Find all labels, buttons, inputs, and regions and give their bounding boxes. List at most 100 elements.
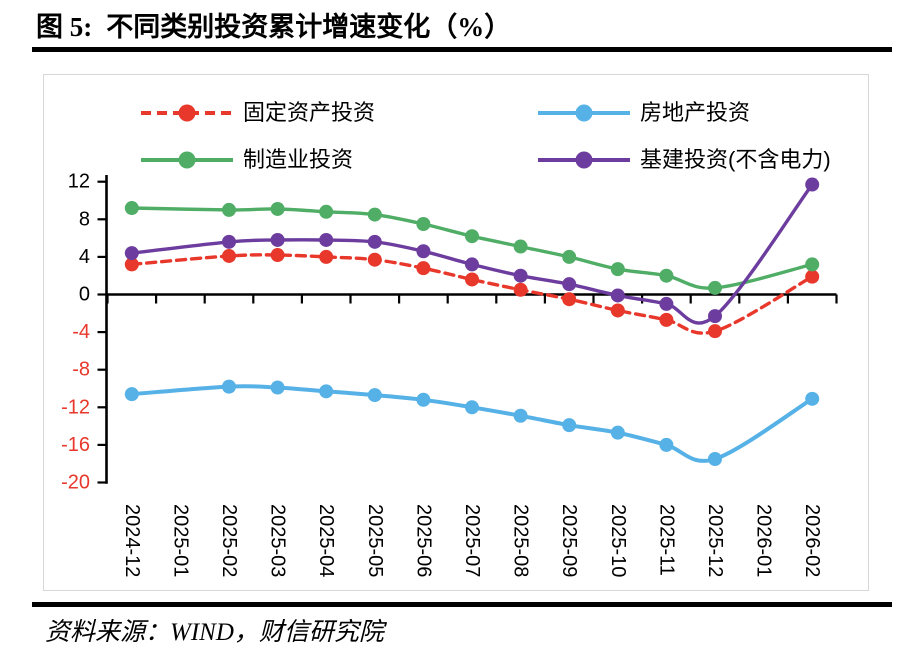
x-axis-tick-label: 2025-03 (267, 504, 289, 577)
x-axis-tick-label: 2025-08 (510, 504, 532, 577)
data-point-fixed-asset-investment (465, 272, 479, 287)
data-point-real-estate-investment (610, 425, 625, 440)
series-line-real-estate-investment (129, 384, 815, 463)
y-axis-tick-label: 8 (79, 208, 90, 230)
data-point-manufacturing-investment (708, 280, 722, 295)
legend-label: 基建投资(不含电力) (640, 147, 831, 172)
legend-label: 制造业投资 (243, 147, 354, 172)
data-point-manufacturing-investment (416, 217, 431, 231)
footer-divider (32, 602, 892, 607)
data-point-infrastructure-investment (367, 234, 382, 249)
legend-line-swatch (538, 151, 630, 169)
legend-line-swatch (141, 151, 233, 169)
data-point-infrastructure-investment (805, 177, 820, 192)
source-note: 资料来源：WIND，财信研究院 (45, 619, 384, 646)
x-axis-tick-label: 2025-05 (364, 504, 386, 577)
data-point-manufacturing-investment (319, 204, 334, 219)
x-axis-tick-label: 2025-01 (169, 504, 191, 577)
data-point-fixed-asset-investment (659, 312, 674, 327)
data-point-fixed-asset-investment (270, 248, 285, 263)
x-axis-tick-label: 2025-06 (412, 504, 434, 577)
data-point-manufacturing-investment (222, 202, 236, 217)
data-point-manufacturing-investment (270, 201, 285, 216)
y-axis-tick-label: 4 (79, 246, 90, 268)
data-point-manufacturing-investment (805, 257, 820, 272)
x-axis-tick-label: 2026-01 (753, 504, 775, 577)
y-axis-tick-label: -20 (61, 472, 90, 494)
data-point-infrastructure-investment (513, 268, 528, 283)
figure-title: 图 5: 不同类别投资累计增速变化（%） (36, 5, 511, 44)
data-point-real-estate-investment (416, 392, 431, 407)
x-axis-tick-label: 2025-07 (461, 504, 483, 577)
data-point-real-estate-investment (708, 452, 722, 466)
data-point-manufacturing-investment (465, 229, 479, 244)
title-divider (32, 47, 892, 52)
data-point-real-estate-investment (124, 387, 139, 402)
data-point-real-estate-investment (562, 418, 577, 433)
data-point-fixed-asset-investment (416, 261, 431, 276)
data-point-real-estate-investment (270, 380, 285, 395)
figure-number: 图 5: (36, 12, 93, 42)
x-axis-tick-label: 2025-04 (315, 504, 337, 577)
legend-marker-icon (575, 151, 593, 169)
data-point-manufacturing-investment (659, 268, 674, 283)
data-point-manufacturing-investment (513, 239, 528, 254)
data-point-infrastructure-investment (562, 277, 577, 292)
legend-marker-icon (178, 104, 196, 122)
data-point-infrastructure-investment (659, 296, 674, 311)
data-point-fixed-asset-investment (367, 252, 382, 267)
legend-marker-icon (575, 104, 593, 122)
data-point-fixed-asset-investment (124, 257, 139, 272)
data-point-manufacturing-investment (562, 249, 577, 264)
data-point-fixed-asset-investment (562, 292, 577, 307)
y-axis-tick-label: -4 (72, 321, 90, 343)
data-point-real-estate-investment (222, 379, 236, 394)
x-axis-tick-label: 2025-12 (704, 504, 726, 577)
legend-label: 固定资产投资 (243, 100, 376, 125)
chart-canvas: 12 8 4 0 -4 -8 -12 -16 -20 2024-12 2025-01 2025-02 2… (61, 171, 838, 577)
data-point-infrastructure-investment (416, 244, 431, 259)
x-axis-tick-label: 2025-09 (558, 504, 580, 577)
data-point-infrastructure-investment (222, 234, 236, 249)
data-point-fixed-asset-investment (222, 248, 236, 263)
legend-label: 房地产投资 (640, 100, 751, 125)
x-axis-tick-label: 2026-02 (801, 504, 823, 577)
y-axis-tick-label: 0 (79, 284, 90, 306)
data-point-real-estate-investment (465, 400, 479, 415)
legend-item-fixed-asset-investment: 固定资产投资 (141, 98, 375, 128)
data-point-fixed-asset-investment (708, 324, 722, 339)
legend-item-infrastructure-investment: 基建投资(不含电力) (538, 145, 831, 175)
data-point-infrastructure-investment (270, 232, 285, 247)
x-axis-tick-label: 2025-11 (655, 504, 677, 576)
y-axis-tick-label: -12 (61, 396, 90, 418)
data-point-real-estate-investment (659, 437, 674, 452)
legend-marker-icon (178, 151, 196, 169)
data-point-infrastructure-investment (124, 246, 139, 261)
data-point-fixed-asset-investment (319, 249, 334, 264)
data-point-manufacturing-investment (367, 207, 382, 222)
x-axis-tick-label: 2024-12 (121, 504, 143, 577)
data-point-manufacturing-investment (610, 262, 625, 277)
chart-panel: 12 8 4 0 -4 -8 -12 -16 -20 2024-12 2025-01 2025-02 2… (43, 74, 869, 591)
data-point-real-estate-investment (805, 391, 820, 406)
figure-title-text: 不同类别投资累计增速变化（%） (106, 12, 512, 42)
legend-item-real-estate-investment: 房地产投资 (538, 98, 750, 128)
y-axis-tick-label: -16 (61, 434, 90, 456)
data-point-infrastructure-investment (610, 288, 625, 303)
data-point-manufacturing-investment (124, 201, 139, 216)
legend-line-swatch (141, 104, 233, 122)
legend-item-manufacturing-investment: 制造业投资 (141, 145, 353, 175)
data-point-real-estate-investment (367, 388, 382, 403)
data-point-real-estate-investment (319, 384, 334, 399)
data-point-infrastructure-investment (708, 309, 722, 324)
y-axis-tick-label: 12 (68, 171, 90, 193)
data-point-infrastructure-investment (319, 232, 334, 247)
x-axis-tick-label: 2025-02 (218, 504, 240, 577)
legend-line-swatch (538, 104, 630, 122)
data-point-fixed-asset-investment (805, 269, 820, 284)
y-axis-tick-label: -8 (72, 359, 90, 381)
data-point-real-estate-investment (513, 408, 528, 423)
data-point-fixed-asset-investment (513, 282, 528, 297)
x-axis-tick-label: 2025-10 (607, 504, 629, 577)
